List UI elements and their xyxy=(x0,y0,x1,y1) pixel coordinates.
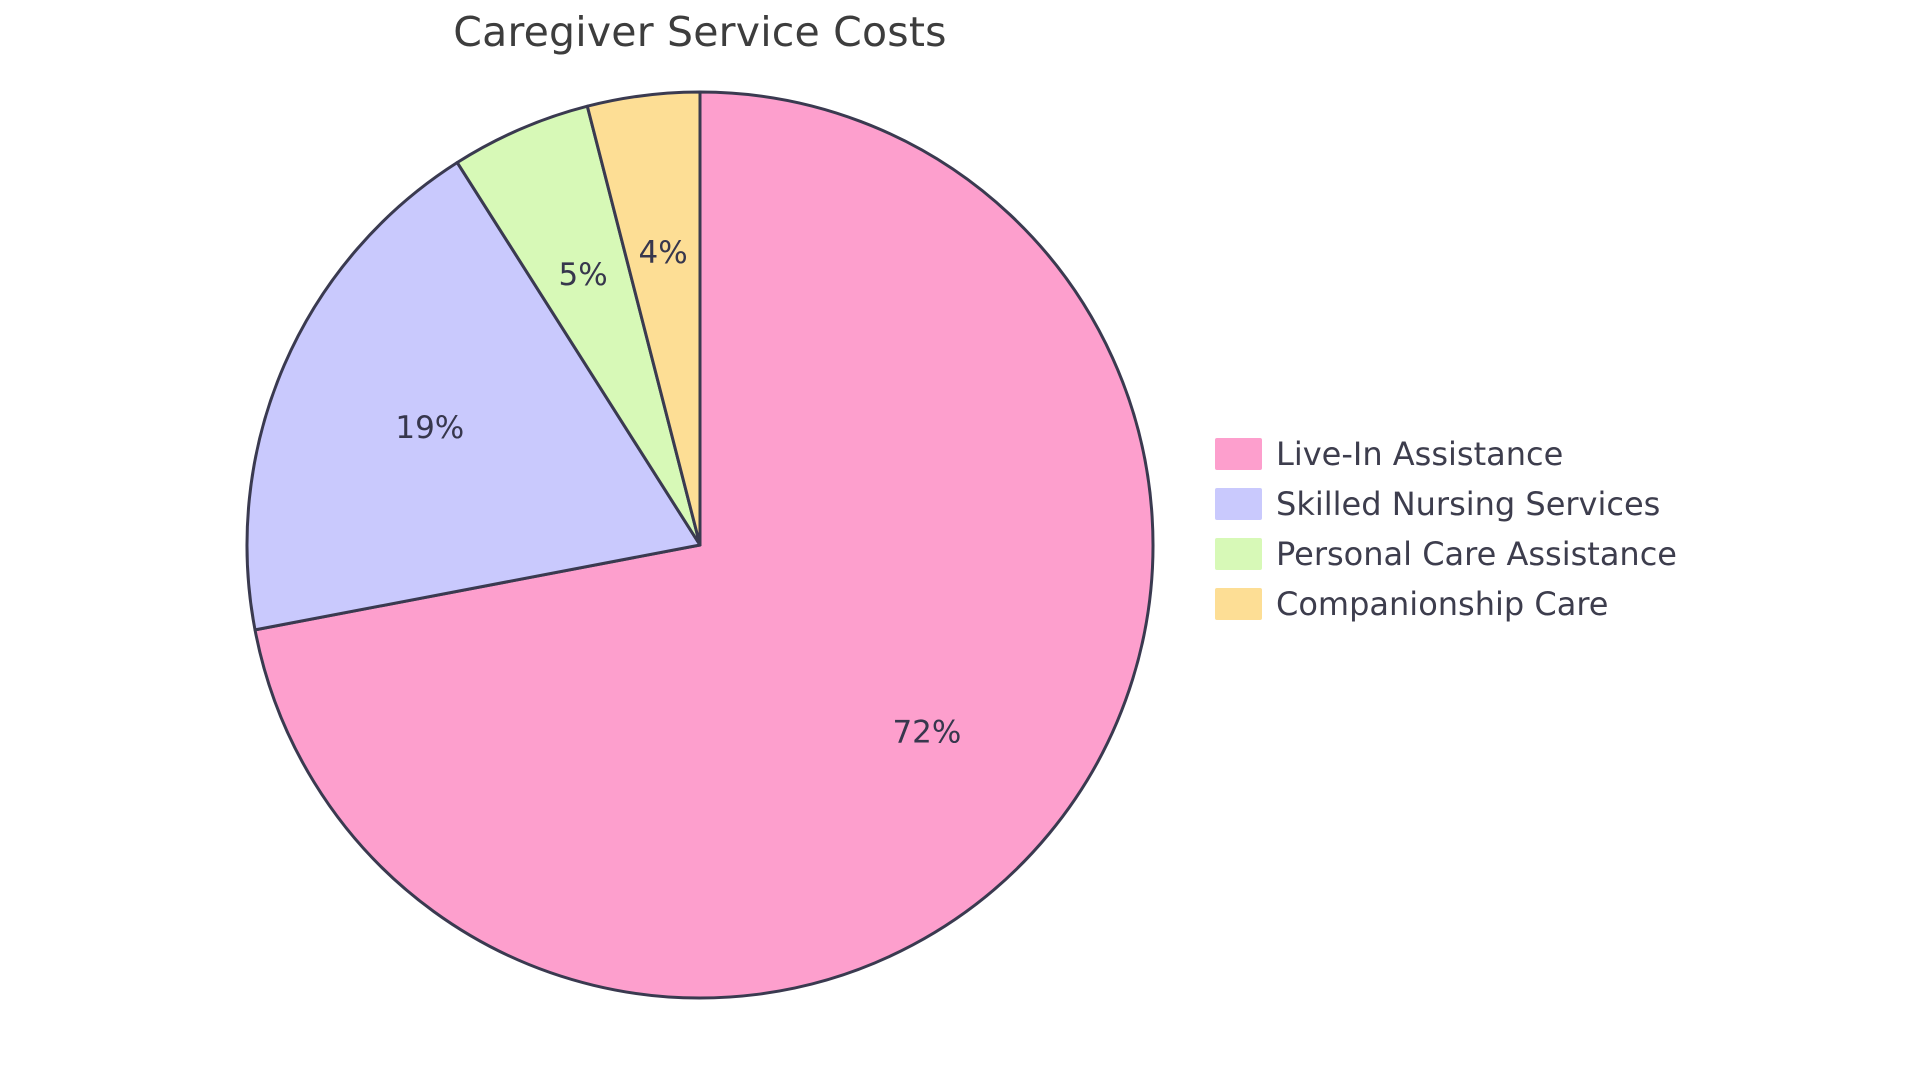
pie-slice[interactable] xyxy=(585,90,702,547)
pie-slice[interactable] xyxy=(245,161,702,632)
pie-slice[interactable] xyxy=(455,104,702,547)
pie-slice-labels-group: 72% 19% 5% 4% xyxy=(395,235,961,751)
pie-slice-percentage-label: 5% xyxy=(559,257,608,293)
pie-slice-percentage-label: 72% xyxy=(892,715,961,751)
legend-item[interactable]: Skilled Nursing Services xyxy=(1215,488,1677,520)
legend-color-swatch xyxy=(1215,438,1262,470)
pie-slices-group xyxy=(245,90,1155,1000)
legend-item[interactable]: Live-In Assistance xyxy=(1215,438,1677,470)
chart-legend: Live-In Assistance Skilled Nursing Servic… xyxy=(1215,438,1677,620)
legend-item-label: Live-In Assistance xyxy=(1276,435,1564,473)
pie-slice[interactable] xyxy=(253,90,1155,1000)
legend-color-swatch xyxy=(1215,488,1262,520)
pie-slice-percentage-label: 19% xyxy=(395,410,464,446)
page-title: Caregiver Service Costs xyxy=(453,8,947,56)
legend-item-label: Personal Care Assistance xyxy=(1276,535,1677,573)
legend-item[interactable]: Companionship Care xyxy=(1215,588,1677,620)
pie-slice-percentage-label: 4% xyxy=(639,235,688,271)
legend-item[interactable]: Personal Care Assistance xyxy=(1215,538,1677,570)
legend-item-label: Skilled Nursing Services xyxy=(1276,485,1661,523)
legend-item-label: Companionship Care xyxy=(1276,585,1609,623)
legend-color-swatch xyxy=(1215,538,1262,570)
legend-color-swatch xyxy=(1215,588,1262,620)
